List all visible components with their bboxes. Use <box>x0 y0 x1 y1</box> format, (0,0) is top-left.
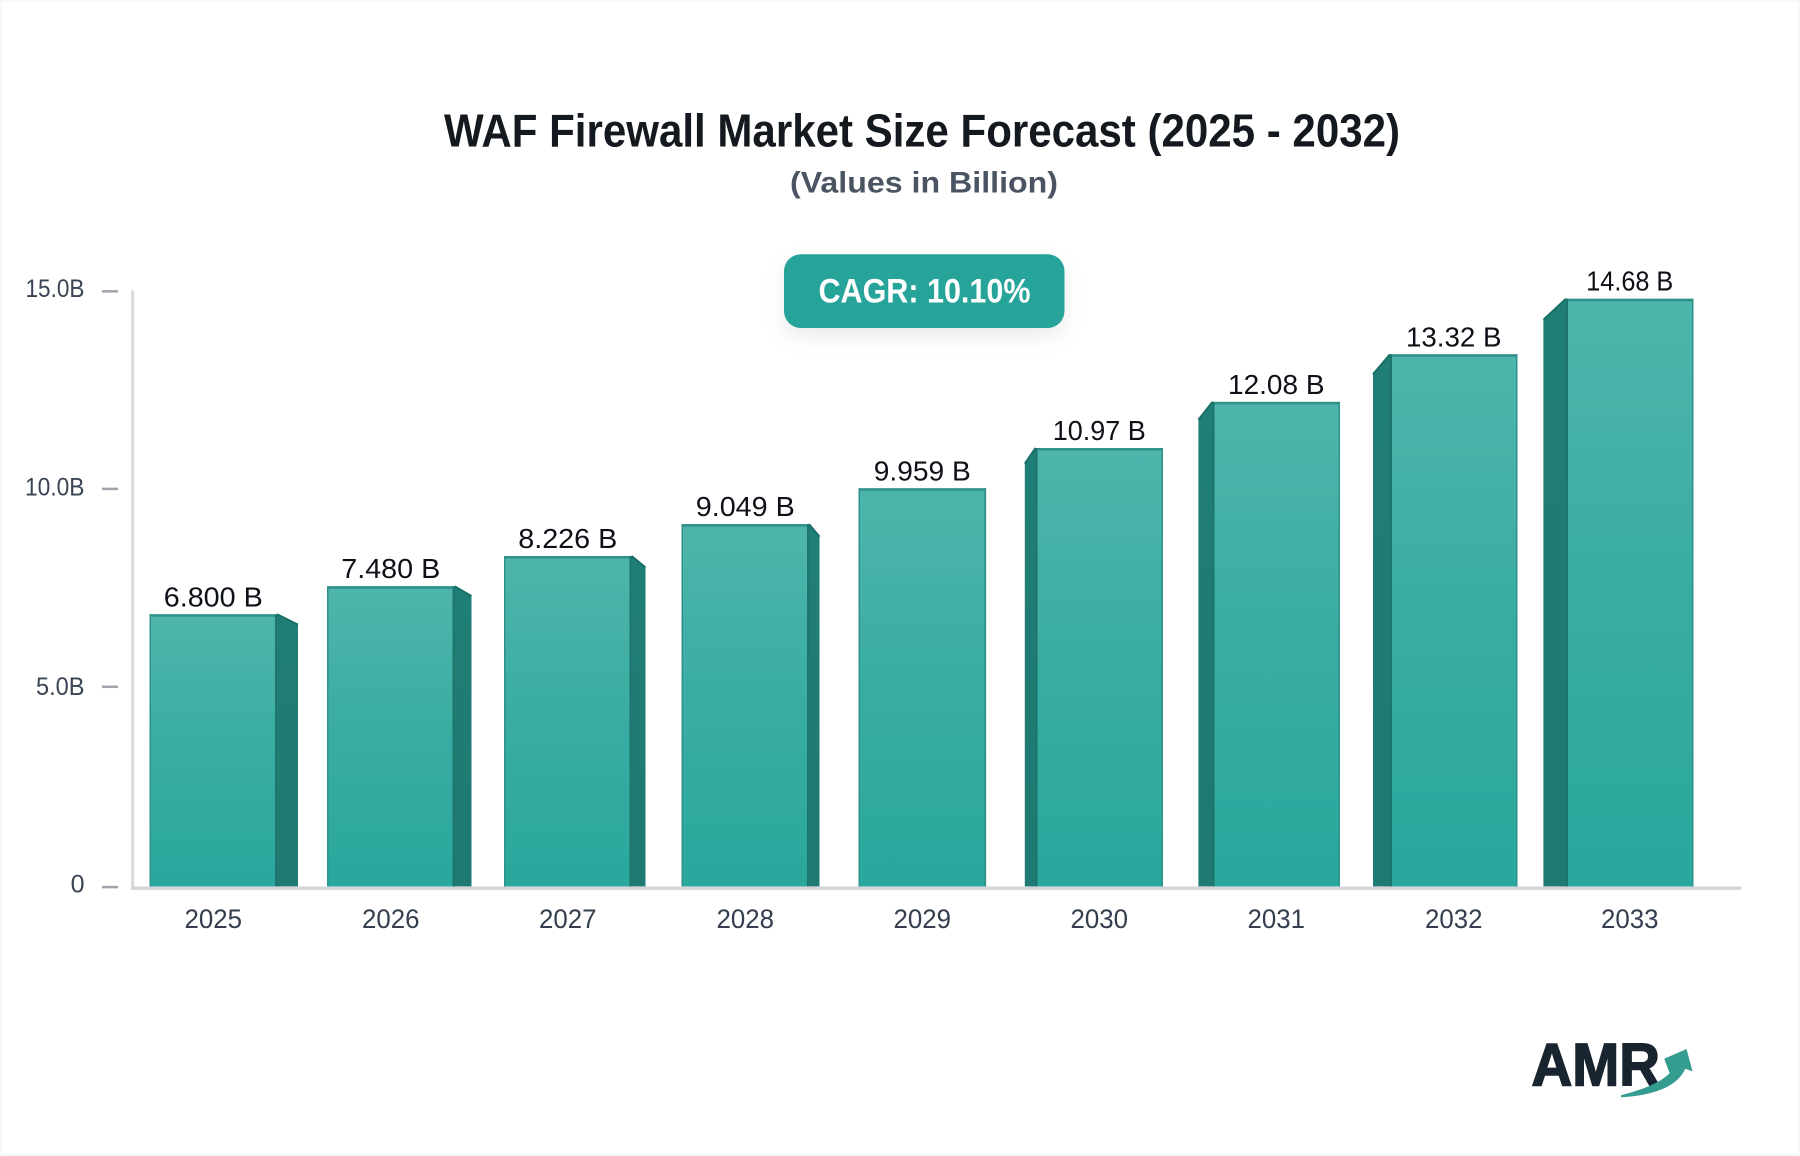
svg-text:2032: 2032 <box>1425 904 1483 934</box>
svg-text:12.08 B: 12.08 B <box>1228 369 1325 400</box>
svg-text:2026: 2026 <box>362 904 420 934</box>
svg-text:CAGR: 10.10%: CAGR: 10.10% <box>819 273 1031 311</box>
svg-text:2025: 2025 <box>185 904 243 934</box>
svg-text:0: 0 <box>71 871 85 899</box>
svg-text:2033: 2033 <box>1601 904 1659 934</box>
svg-text:7.480 B: 7.480 B <box>341 553 440 584</box>
svg-text:2030: 2030 <box>1071 904 1129 934</box>
svg-text:10.0B: 10.0B <box>25 474 85 502</box>
svg-text:8.226 B: 8.226 B <box>518 523 617 554</box>
svg-text:2028: 2028 <box>717 904 775 934</box>
svg-text:15.0B: 15.0B <box>26 275 85 303</box>
svg-text:WAF Firewall Market Size Forec: WAF Firewall Market Size Forecast (2025 … <box>444 105 1400 157</box>
svg-text:9.959 B: 9.959 B <box>874 455 971 486</box>
svg-text:10.97 B: 10.97 B <box>1053 415 1146 446</box>
svg-text:5.0B: 5.0B <box>36 673 85 701</box>
svg-text:AMR: AMR <box>1532 1032 1661 1099</box>
svg-text:14.68 B: 14.68 B <box>1586 266 1673 297</box>
svg-text:9.049 B: 9.049 B <box>696 491 795 522</box>
svg-text:(Values in Billion): (Values in Billion) <box>790 167 1058 200</box>
svg-text:13.32 B: 13.32 B <box>1406 321 1502 352</box>
svg-text:6.800 B: 6.800 B <box>164 581 263 612</box>
svg-text:2031: 2031 <box>1248 904 1306 934</box>
svg-text:2029: 2029 <box>894 904 952 934</box>
svg-text:2027: 2027 <box>539 904 597 934</box>
